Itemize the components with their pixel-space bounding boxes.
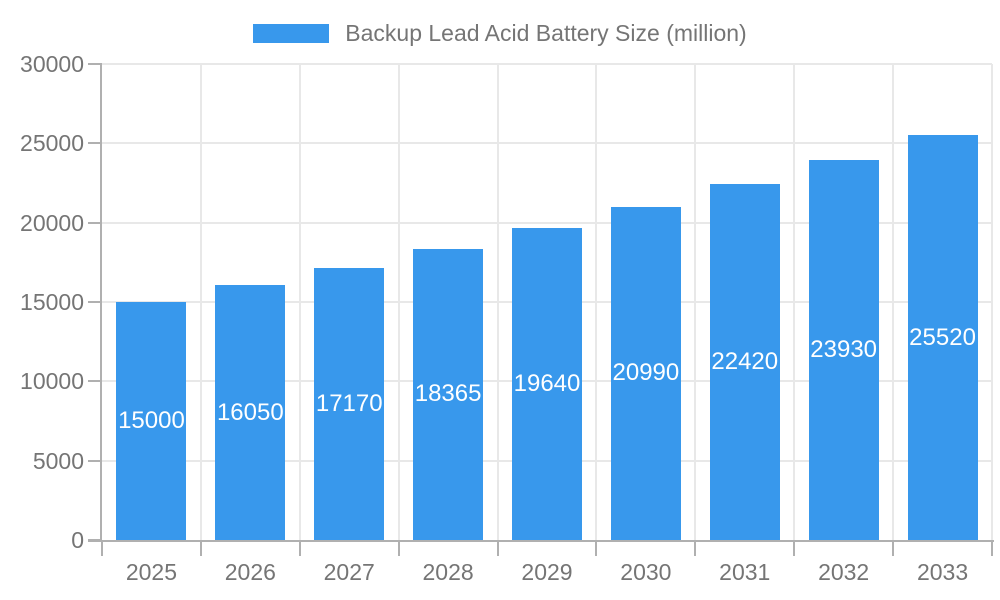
bar[interactable]: [215, 285, 286, 540]
bar[interactable]: [512, 228, 582, 540]
v-gridline: [397, 64, 400, 540]
bar[interactable]: [116, 302, 187, 540]
x-tick-label: 2031: [719, 559, 771, 585]
x-tick-label: 2030: [620, 559, 672, 585]
x-tick: [892, 540, 895, 556]
v-gridline: [892, 64, 895, 540]
v-gridline: [496, 64, 499, 540]
y-axis-line: [100, 64, 102, 542]
v-gridline: [595, 64, 598, 540]
h-gridline: [102, 221, 992, 224]
y-tick-label: 0: [71, 527, 84, 553]
x-tick-label: 2033: [916, 559, 969, 585]
bar-value-label: 17170: [315, 389, 383, 417]
v-gridline: [298, 64, 301, 540]
h-gridline: [102, 142, 992, 145]
y-tick-label: 20000: [20, 209, 84, 236]
y-tick: [88, 380, 102, 383]
x-tick-label: 2027: [323, 559, 375, 585]
x-tick: [793, 540, 796, 556]
v-gridline: [199, 64, 202, 540]
y-tick-label: 10000: [20, 368, 84, 395]
legend-label: Backup Lead Acid Battery Size (million): [345, 19, 747, 46]
plot-area: 15000 16050 17170 18365 19640 20990 22420 23930…: [102, 63, 993, 540]
y-tick: [88, 142, 102, 145]
bar-value-label: 15000: [118, 407, 185, 434]
x-tick: [694, 540, 697, 556]
bar-value-label: 23930: [810, 336, 878, 364]
h-gridline: [102, 63, 992, 65]
bar-value-label: 25520: [909, 323, 976, 351]
x-tick: [397, 540, 400, 556]
bar[interactable]: [907, 135, 978, 540]
bar[interactable]: [709, 184, 780, 540]
bar[interactable]: [610, 206, 681, 540]
y-tick-label: 25000: [20, 130, 84, 157]
y-tick: [88, 63, 102, 65]
x-tick-label: 2029: [521, 559, 573, 585]
bar[interactable]: [314, 267, 385, 540]
bar-value-label: 20990: [612, 359, 680, 387]
y-tick-label: 30000: [20, 51, 84, 77]
bar[interactable]: [808, 160, 879, 540]
x-tick: [101, 540, 103, 556]
x-tick: [298, 540, 301, 556]
bar-value-label: 19640: [513, 370, 581, 398]
x-tick: [595, 540, 598, 556]
legend-item[interactable]: Backup Lead Acid Battery Size (million): [0, 20, 1000, 46]
bar[interactable]: [413, 248, 484, 540]
y-tick: [88, 539, 102, 541]
y-tick-label: 5000: [32, 447, 84, 474]
bar-value-label: 16050: [216, 398, 284, 426]
x-tick-label: 2032: [818, 559, 870, 585]
x-tick: [496, 540, 499, 556]
x-axis-line: [88, 540, 994, 542]
x-tick: [991, 540, 993, 556]
bar-value-label: 18365: [414, 380, 482, 408]
x-tick-label: 2025: [125, 559, 178, 585]
y-tick: [88, 221, 102, 224]
x-tick-label: 2028: [422, 559, 474, 585]
y-tick: [88, 459, 102, 462]
y-tick-label: 15000: [20, 289, 84, 315]
v-gridline: [793, 64, 796, 540]
v-gridline: [991, 64, 993, 540]
bar-value-label: 22420: [711, 348, 779, 376]
v-gridline: [694, 64, 697, 540]
x-tick-label: 2026: [224, 559, 276, 585]
x-tick: [199, 540, 202, 556]
legend-swatch: [253, 23, 330, 43]
y-tick: [88, 301, 102, 303]
